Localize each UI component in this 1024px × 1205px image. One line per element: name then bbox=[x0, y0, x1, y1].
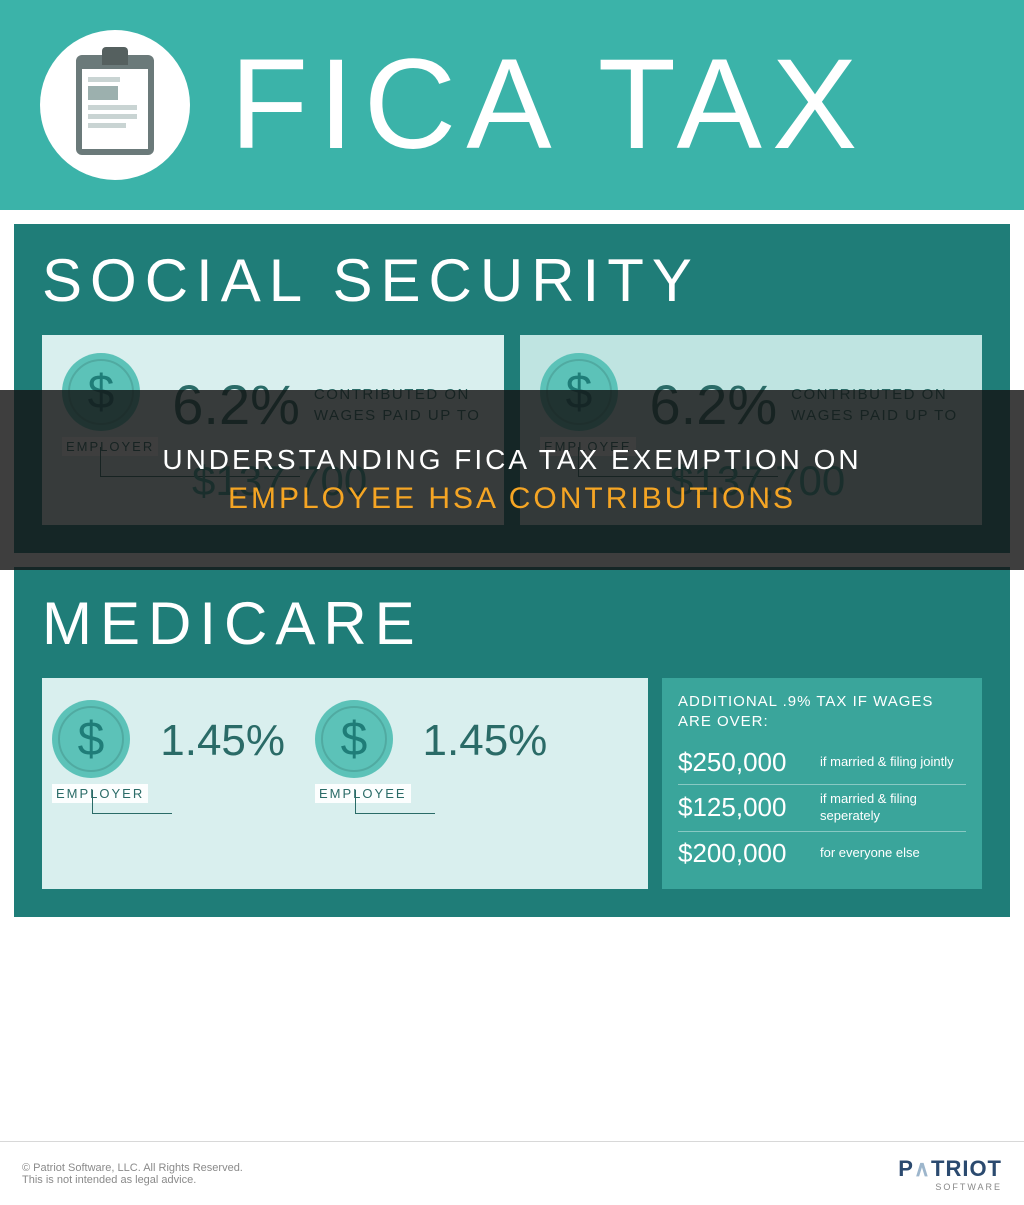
dollar-coin-icon: $ bbox=[52, 700, 130, 778]
medicare-title: MEDICARE bbox=[42, 589, 982, 658]
additional-desc: if married & filing jointly bbox=[820, 754, 954, 771]
med-employer-percent: 1.45% bbox=[160, 716, 285, 766]
additional-tax-title: ADDITIONAL .9% TAX IF WAGES ARE OVER: bbox=[678, 692, 966, 731]
social-security-title: SOCIAL SECURITY bbox=[42, 246, 982, 315]
clipboard-icon bbox=[76, 55, 154, 155]
med-employee-percent: 1.45% bbox=[423, 716, 548, 766]
footer-copyright: © Patriot Software, LLC. All Rights Rese… bbox=[22, 1162, 243, 1174]
medicare-rates-box: $ EMPLOYER 1.45% $ EMPLOYEE 1.45% bbox=[42, 678, 648, 889]
footer: © Patriot Software, LLC. All Rights Rese… bbox=[0, 1141, 1024, 1205]
additional-desc: for everyone else bbox=[820, 845, 920, 862]
footer-left: © Patriot Software, LLC. All Rights Rese… bbox=[22, 1162, 243, 1186]
title-overlay: UNDERSTANDING FICA TAX EXEMPTION ON EMPL… bbox=[0, 390, 1024, 570]
additional-row: $125,000 if married & filing seperately bbox=[678, 784, 966, 831]
header-title: FICA TAX bbox=[230, 41, 867, 169]
medicare-section: MEDICARE $ EMPLOYER 1.45% $ EMPLOYEE 1.4… bbox=[14, 567, 1010, 917]
header-icon-circle bbox=[40, 30, 190, 180]
overlay-line1: UNDERSTANDING FICA TAX EXEMPTION ON bbox=[162, 444, 861, 476]
additional-desc: if married & filing seperately bbox=[820, 791, 966, 825]
additional-row: $250,000 if married & filing jointly bbox=[678, 741, 966, 784]
footer-logo: P∧TRIOT SOFTWARE bbox=[898, 1156, 1002, 1192]
additional-amount: $200,000 bbox=[678, 838, 808, 869]
additional-amount: $250,000 bbox=[678, 747, 808, 778]
footer-logo-sub: SOFTWARE bbox=[898, 1182, 1002, 1192]
header-banner: FICA TAX bbox=[0, 0, 1024, 210]
additional-amount: $125,000 bbox=[678, 792, 808, 823]
dollar-coin-icon: $ bbox=[315, 700, 393, 778]
footer-disclaimer: This is not intended as legal advice. bbox=[22, 1174, 243, 1186]
additional-tax-box: ADDITIONAL .9% TAX IF WAGES ARE OVER: $2… bbox=[662, 678, 982, 889]
additional-row: $200,000 for everyone else bbox=[678, 831, 966, 875]
overlay-line2: EMPLOYEE HSA CONTRIBUTIONS bbox=[228, 482, 796, 516]
